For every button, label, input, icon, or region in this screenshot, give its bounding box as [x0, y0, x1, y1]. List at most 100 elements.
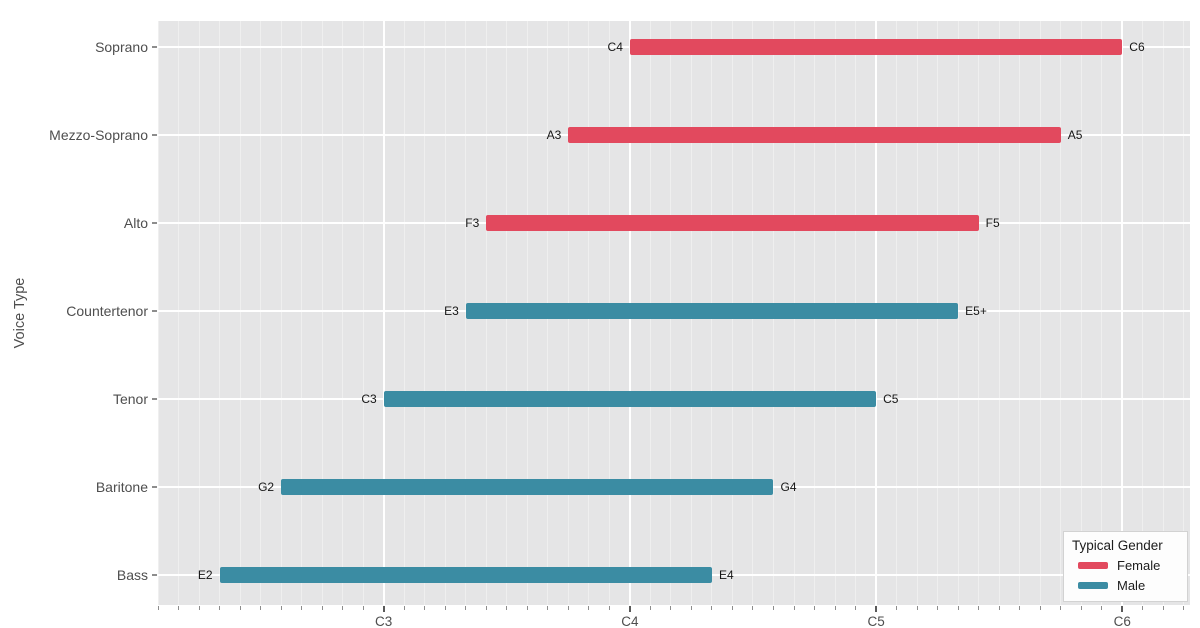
x-tick-minor	[157, 606, 159, 610]
minor-gridline	[1019, 21, 1021, 605]
minor-gridline	[1183, 21, 1185, 605]
x-tick-minor	[526, 606, 528, 610]
x-axis-label-c4: C4	[621, 614, 639, 628]
x-tick-minor	[362, 606, 364, 610]
high-note-label: C6	[1129, 40, 1145, 54]
x-tick-minor	[752, 606, 754, 610]
high-note-label: G4	[780, 480, 797, 494]
minor-gridline	[1080, 21, 1082, 605]
minor-gridline	[957, 21, 959, 605]
x-tick-minor	[1019, 606, 1021, 610]
minor-gridline	[260, 21, 262, 605]
x-axis-label-c5: C5	[867, 614, 885, 628]
minor-gridline	[1039, 21, 1041, 605]
range-bar-soprano	[629, 39, 1123, 55]
x-tick-minor	[280, 606, 282, 610]
range-bar-alto	[486, 215, 979, 231]
x-tick-minor	[567, 606, 569, 610]
minor-gridline	[157, 21, 159, 605]
x-tick-minor	[957, 606, 959, 610]
x-tick-minor	[1039, 606, 1041, 610]
y-tick	[152, 222, 157, 224]
x-tick-minor	[1080, 606, 1082, 610]
x-tick-minor	[793, 606, 795, 610]
y-axis-label-countertenor: Countertenor	[66, 303, 148, 319]
range-bar-countertenor	[465, 303, 959, 319]
x-tick-minor	[937, 606, 939, 610]
high-note-label: E4	[718, 568, 734, 582]
legend-label-female: Female	[1117, 558, 1161, 573]
x-tick-minor	[506, 606, 508, 610]
x-tick-minor	[978, 606, 980, 610]
minor-gridline	[1142, 21, 1144, 605]
y-axis-label-mezzo-soprano: Mezzo-Soprano	[49, 127, 148, 143]
low-note-label: A3	[546, 128, 562, 142]
minor-gridline	[1162, 21, 1164, 605]
x-tick-major	[382, 606, 385, 612]
major-gridline	[382, 21, 385, 605]
y-axis-label-alto: Alto	[123, 215, 148, 231]
x-tick-minor	[896, 606, 898, 610]
x-tick-minor	[670, 606, 672, 610]
x-tick-minor	[1142, 606, 1144, 610]
x-tick-minor	[321, 606, 323, 610]
x-tick-minor	[219, 606, 221, 610]
low-note-label: E3	[444, 304, 459, 318]
minor-gridline	[219, 21, 221, 605]
plot-panel: C4 C6 A3 A5 F3 F5 E3 E5+ C3 C5 G2 G4 E2 E4	[157, 21, 1190, 605]
x-tick-minor	[198, 606, 200, 610]
x-tick-minor	[916, 606, 918, 610]
legend-item-female: Female	[1078, 558, 1179, 573]
minor-gridline	[998, 21, 1000, 605]
low-note-label: E2	[197, 568, 213, 582]
y-tick	[152, 134, 157, 136]
x-tick-minor	[301, 606, 303, 610]
x-tick-minor	[444, 606, 446, 610]
minor-gridline	[280, 21, 282, 605]
x-tick-minor	[403, 606, 405, 610]
x-tick-minor	[1101, 606, 1103, 610]
y-tick	[152, 398, 157, 400]
x-tick-minor	[711, 606, 713, 610]
y-tick	[152, 574, 157, 576]
minor-gridline	[342, 21, 344, 605]
minor-gridline	[362, 21, 364, 605]
y-axis-label-soprano: Soprano	[95, 39, 148, 55]
x-tick-minor	[485, 606, 487, 610]
x-axis-label-c3: C3	[375, 614, 393, 628]
major-gridline	[1121, 21, 1124, 605]
x-tick-minor	[1162, 606, 1164, 610]
minor-gridline	[198, 21, 200, 605]
high-note-label: F5	[985, 216, 1000, 230]
legend: Typical Gender Female Male	[1063, 531, 1188, 602]
x-tick-minor	[547, 606, 549, 610]
range-bar-mezzo-soprano	[568, 127, 1061, 143]
low-note-label: G2	[258, 480, 275, 494]
low-note-label: C3	[361, 392, 377, 406]
legend-title: Typical Gender	[1072, 538, 1163, 553]
minor-gridline	[1060, 21, 1062, 605]
minor-gridline	[978, 21, 980, 605]
minor-gridline	[1101, 21, 1103, 605]
low-note-label: C4	[607, 40, 623, 54]
minor-gridline	[444, 21, 446, 605]
x-tick-minor	[834, 606, 836, 610]
x-tick-minor	[178, 606, 180, 610]
x-tick-minor	[649, 606, 651, 610]
y-tick	[152, 310, 157, 312]
legend-swatch-male	[1078, 582, 1108, 589]
x-tick-major	[875, 606, 878, 612]
x-tick-minor	[1183, 606, 1185, 610]
x-tick-minor	[998, 606, 1000, 610]
legend-item-male: Male	[1078, 578, 1179, 593]
y-axis-label-bass: Bass	[116, 567, 148, 583]
minor-gridline	[321, 21, 323, 605]
x-tick-minor	[608, 606, 610, 610]
range-bar-baritone	[281, 479, 774, 495]
low-note-label: F3	[465, 216, 480, 230]
minor-gridline	[301, 21, 303, 605]
y-axis-label-baritone: Baritone	[95, 479, 148, 495]
x-tick-minor	[424, 606, 426, 610]
y-axis-label-tenor: Tenor	[112, 391, 148, 407]
